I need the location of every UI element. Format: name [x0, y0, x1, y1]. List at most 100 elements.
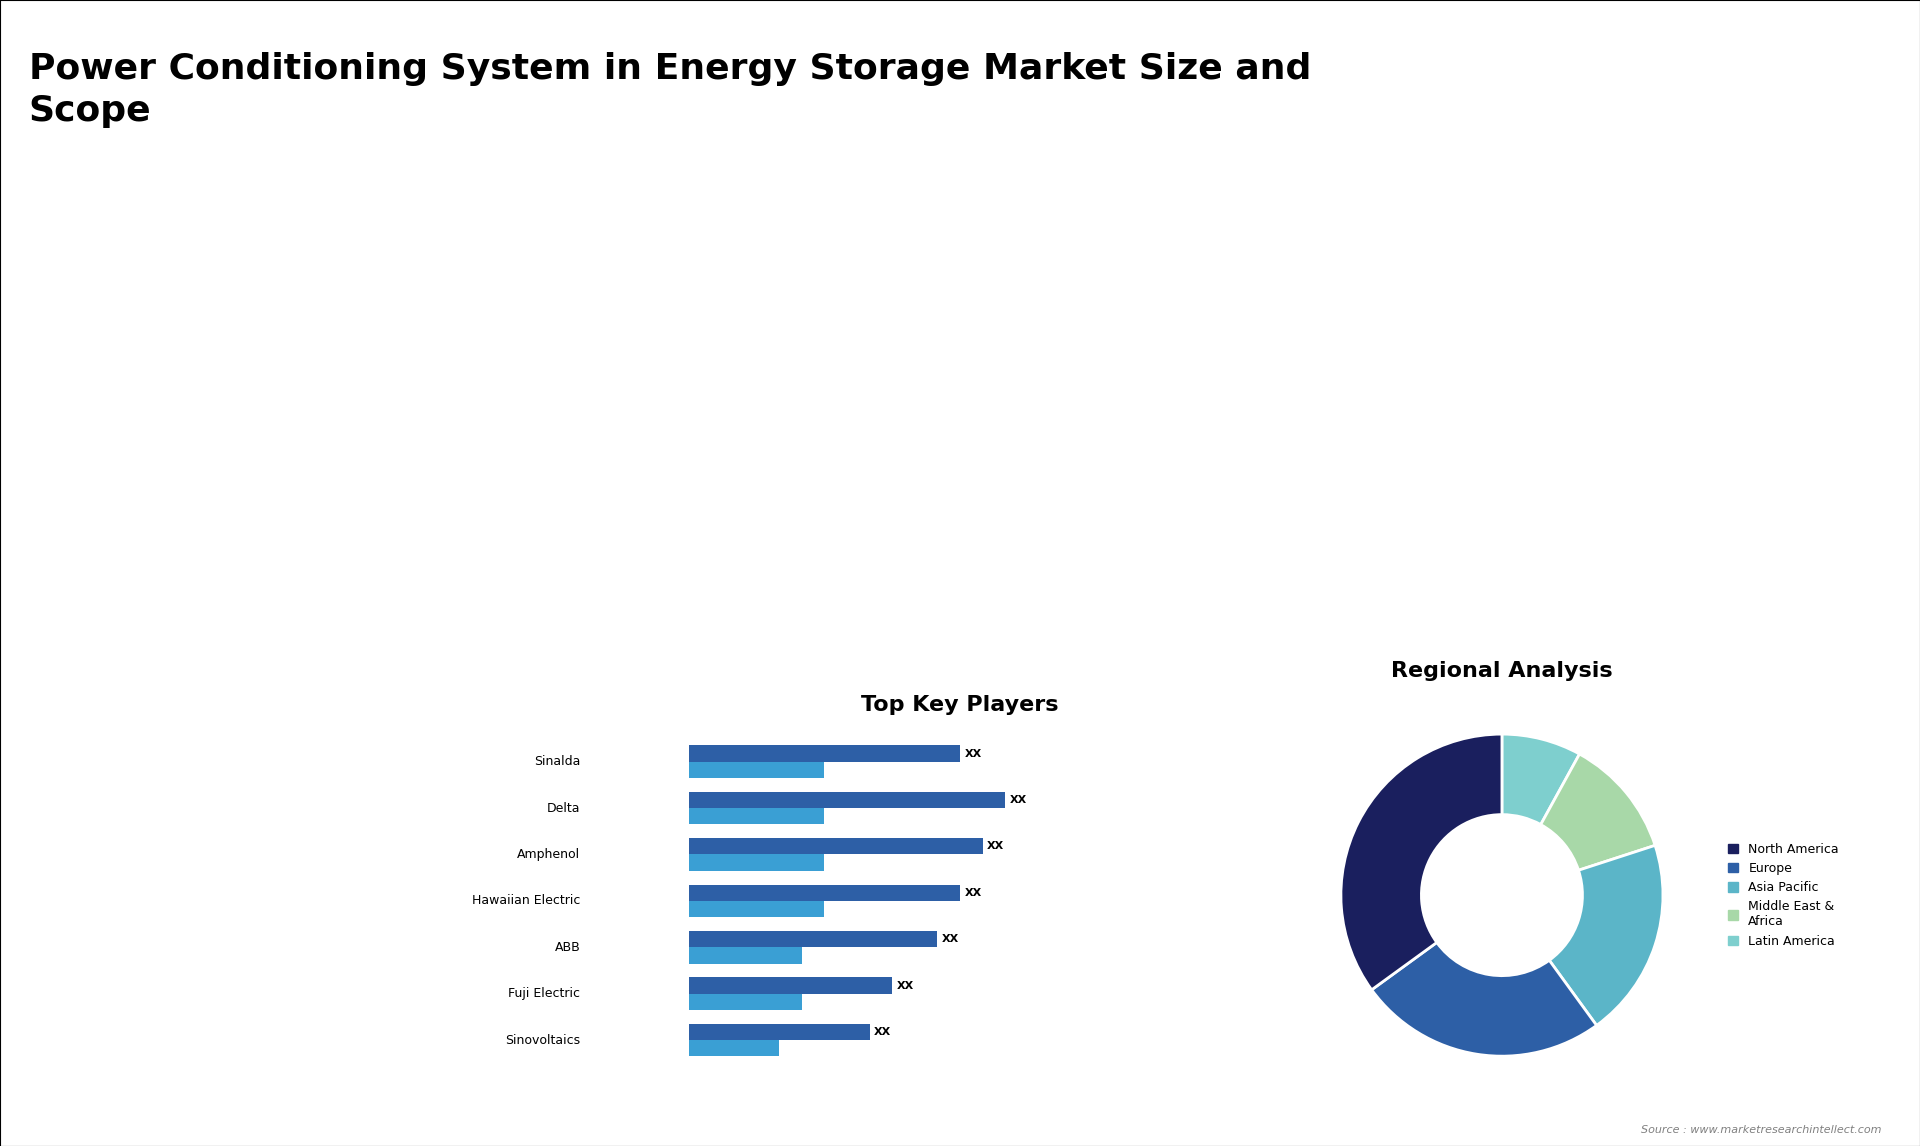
Text: BRAZIL
xx%: BRAZIL xx% — [351, 421, 382, 440]
Text: Sinalda: Sinalda — [534, 755, 580, 768]
Text: XX: XX — [1010, 795, 1027, 804]
Text: XX: XX — [1713, 265, 1734, 278]
Bar — [1148, 606, 1200, 609]
Text: XX: XX — [1791, 187, 1812, 201]
Bar — [1855, 272, 1907, 403]
Text: INDIA
xx%: INDIA xx% — [745, 314, 770, 333]
Bar — [543, 181, 601, 269]
Text: Source : www.marketresearchintellect.com: Source : www.marketresearchintellect.com — [1642, 1124, 1882, 1135]
Text: ABB: ABB — [555, 941, 580, 953]
Text: XX: XX — [874, 1027, 891, 1037]
Bar — [689, 838, 983, 855]
Bar — [1855, 403, 1907, 518]
Bar — [1542, 469, 1592, 526]
Text: XX: XX — [964, 888, 981, 897]
Text: ITALY
xx%: ITALY xx% — [551, 235, 574, 254]
Text: XX: XX — [943, 934, 960, 944]
Bar — [1148, 596, 1200, 602]
Bar — [1306, 601, 1356, 609]
Bar — [616, 252, 674, 342]
Bar — [323, 359, 440, 519]
Bar — [1542, 526, 1592, 575]
Bar — [689, 901, 824, 917]
Bar — [1697, 281, 1749, 383]
Bar — [434, 723, 490, 784]
Text: ARGENTINA
xx%: ARGENTINA xx% — [313, 510, 363, 528]
Text: GERMANY
xx%: GERMANY xx% — [536, 199, 578, 219]
Bar — [689, 855, 824, 871]
Text: CHINA
xx%: CHINA xx% — [822, 260, 851, 280]
Bar — [536, 919, 591, 1100]
Bar — [29, 1002, 84, 1039]
Bar — [1542, 403, 1592, 469]
Bar — [1697, 473, 1749, 551]
Bar — [910, 217, 954, 288]
Bar — [689, 885, 960, 901]
Text: SAUDI
ARABIA
xx%: SAUDI ARABIA xx% — [636, 291, 668, 321]
Bar — [1227, 604, 1279, 609]
Bar — [1148, 588, 1200, 596]
Bar — [689, 1023, 870, 1041]
Bar — [131, 949, 186, 980]
Bar — [1384, 591, 1434, 609]
Bar — [536, 678, 591, 753]
Wedge shape — [1371, 942, 1597, 1057]
Bar — [332, 863, 388, 965]
Text: U.S.
xx%: U.S. xx% — [227, 235, 244, 254]
Bar — [689, 1041, 780, 1057]
Bar — [434, 784, 490, 942]
Bar — [1855, 116, 1907, 272]
Text: FRANCE
xx%: FRANCE xx% — [516, 221, 551, 241]
Text: U.K.
xx%: U.K. xx% — [505, 189, 522, 209]
Bar — [1227, 596, 1279, 604]
Bar — [1776, 534, 1828, 609]
Wedge shape — [1501, 735, 1580, 825]
Bar — [1306, 541, 1356, 565]
Bar — [1620, 563, 1670, 609]
Bar — [1463, 502, 1513, 547]
Bar — [1069, 604, 1121, 606]
Bar — [733, 252, 851, 377]
Bar — [1463, 453, 1513, 502]
Bar — [1463, 547, 1513, 583]
Bar — [689, 745, 960, 762]
Bar — [1227, 583, 1279, 596]
Text: SOUTH
AFRICA
xx%: SOUTH AFRICA xx% — [586, 486, 616, 516]
Text: XX: XX — [1321, 525, 1342, 539]
Bar — [689, 792, 1006, 808]
Bar — [499, 163, 572, 234]
Text: XX: XX — [987, 841, 1004, 851]
Bar — [689, 762, 824, 778]
Bar — [1384, 534, 1434, 567]
Text: Fuji Electric: Fuji Electric — [509, 987, 580, 1000]
Bar — [1306, 565, 1356, 586]
Text: XX: XX — [1164, 572, 1185, 586]
Bar — [131, 980, 186, 1039]
Title: Regional Analysis: Regional Analysis — [1392, 661, 1613, 682]
Text: Market Segmentation: Market Segmentation — [0, 603, 273, 623]
Bar — [1697, 383, 1749, 473]
Text: XX: XX — [1870, 100, 1891, 115]
Text: SPAIN
xx%: SPAIN xx% — [501, 250, 526, 269]
Bar — [1463, 583, 1513, 609]
Bar — [1620, 427, 1670, 502]
Bar — [1148, 602, 1200, 606]
Polygon shape — [1609, 14, 1870, 124]
Text: Sinovoltaics: Sinovoltaics — [505, 1034, 580, 1046]
Text: MARKET
RESEARCH
INTELLECT: MARKET RESEARCH INTELLECT — [1724, 44, 1789, 80]
Text: JAPAN
xx%: JAPAN xx% — [920, 257, 947, 276]
Bar — [1306, 586, 1356, 601]
Legend: North America, Europe, Asia Pacific, Middle East &
Africa, Latin America: North America, Europe, Asia Pacific, Mid… — [1724, 838, 1843, 952]
Title: Top Key Players: Top Key Players — [862, 694, 1058, 715]
Bar — [1620, 346, 1670, 427]
Wedge shape — [1340, 735, 1501, 990]
Bar — [689, 808, 824, 824]
Wedge shape — [1540, 754, 1655, 870]
Bar — [689, 994, 803, 1010]
Bar — [689, 948, 803, 964]
Bar — [689, 931, 937, 948]
Bar — [230, 874, 286, 912]
Text: XX: XX — [1398, 481, 1421, 495]
Bar — [1776, 329, 1828, 440]
Bar — [1227, 567, 1279, 583]
